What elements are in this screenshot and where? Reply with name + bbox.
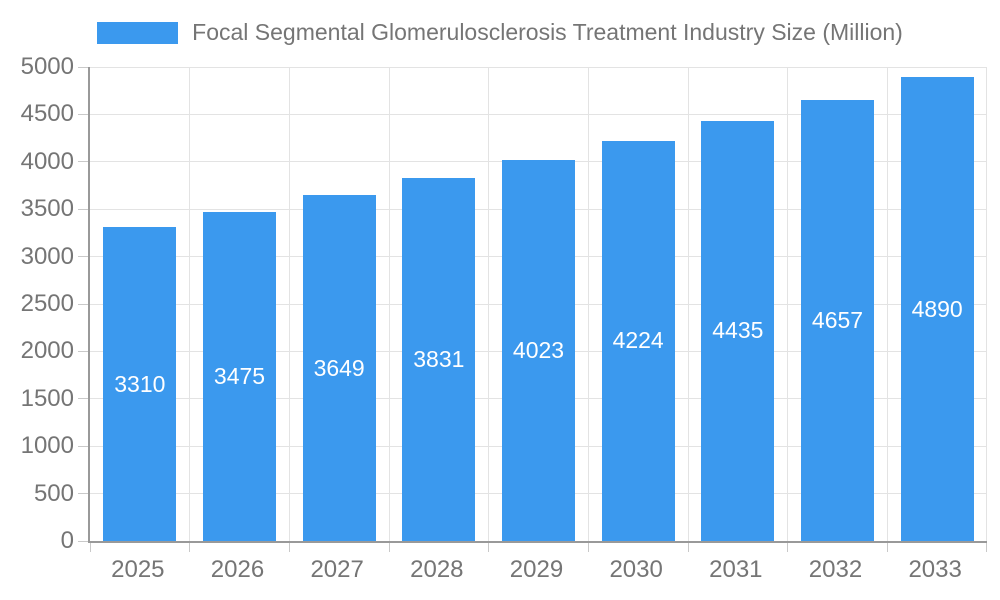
y-axis-tick bbox=[78, 113, 88, 115]
y-axis-tick-label: 4000 bbox=[20, 147, 74, 175]
y-axis-tick-label: 4500 bbox=[20, 100, 74, 128]
x-axis-tick-label: 2032 bbox=[808, 556, 863, 583]
bar-value-label: 4224 bbox=[612, 327, 664, 354]
v-gridline bbox=[288, 67, 290, 541]
v-gridline bbox=[587, 67, 589, 541]
bar-value-label: 4435 bbox=[712, 317, 764, 344]
chart-legend[interactable]: Focal Segmental Glomerulosclerosis Treat… bbox=[0, 19, 1000, 45]
x-axis-tick bbox=[787, 543, 789, 552]
x-axis-tick-label: 2026 bbox=[210, 556, 265, 583]
y-axis-tick-label: 3500 bbox=[20, 195, 74, 223]
y-axis-tick bbox=[78, 256, 88, 258]
bar-value-label: 4890 bbox=[911, 295, 963, 322]
legend-label: Focal Segmental Glomerulosclerosis Treat… bbox=[192, 19, 903, 45]
x-axis-tick bbox=[189, 543, 191, 552]
y-axis-tick-label: 5000 bbox=[20, 53, 74, 80]
bar-2028[interactable]: 3831 bbox=[402, 177, 476, 541]
v-gridline bbox=[886, 67, 888, 541]
plot-area: 3310 3475 3649 3831 4023 4224 4435 4657 4890 bbox=[78, 66, 987, 552]
v-gridline bbox=[985, 67, 987, 541]
y-axis-tick bbox=[78, 303, 88, 305]
y-axis-tick-label: 0 bbox=[60, 527, 74, 554]
x-axis-tick bbox=[687, 543, 689, 552]
v-gridline bbox=[687, 67, 689, 541]
v-gridline bbox=[787, 67, 789, 541]
bar-value-label: 3831 bbox=[413, 345, 465, 372]
y-axis-tick-label: 2000 bbox=[20, 337, 74, 365]
x-axis-tick bbox=[886, 543, 888, 552]
bar-value-label: 3649 bbox=[313, 354, 365, 381]
y-axis-tick-label: 1500 bbox=[20, 384, 74, 412]
v-gridline bbox=[488, 67, 490, 541]
x-axis-tick bbox=[388, 543, 390, 552]
y-axis-tick bbox=[78, 350, 88, 352]
bar-2031[interactable]: 4435 bbox=[701, 120, 775, 541]
y-axis-tick bbox=[78, 161, 88, 163]
x-axis-tick bbox=[288, 543, 290, 552]
y-axis-tick bbox=[78, 208, 88, 210]
y-axis-tick-label: 1000 bbox=[20, 432, 74, 460]
bar-value-label: 4657 bbox=[811, 306, 864, 333]
bar-value-label: 4023 bbox=[512, 336, 565, 363]
y-axis-tick bbox=[78, 66, 88, 68]
y-axis-tick-label: 2500 bbox=[20, 290, 74, 317]
x-axis-tick bbox=[488, 543, 490, 552]
x-axis-tick-label: 2025 bbox=[111, 556, 165, 583]
bar-2025[interactable]: 3310 bbox=[103, 227, 177, 541]
x-axis-tick bbox=[985, 543, 987, 552]
y-axis-tick-label: 3000 bbox=[20, 242, 74, 270]
y-axis-tick-label: 500 bbox=[33, 479, 74, 507]
x-axis-tick-label: 2033 bbox=[908, 556, 962, 583]
x-axis-tick-label: 2028 bbox=[410, 556, 464, 583]
bar-2030[interactable]: 4224 bbox=[601, 140, 675, 541]
y-axis-tick bbox=[78, 540, 88, 542]
x-axis-tick-label: 2031 bbox=[709, 556, 763, 583]
v-gridline bbox=[189, 67, 191, 541]
legend-swatch bbox=[97, 21, 179, 44]
x-axis-tick bbox=[587, 543, 589, 552]
y-axis-tick bbox=[78, 493, 88, 495]
x-axis-tick-label: 2029 bbox=[509, 556, 564, 583]
bar-2033[interactable]: 4890 bbox=[900, 77, 974, 541]
x-axis-tick-label: 2027 bbox=[310, 556, 364, 583]
bar-value-label: 3310 bbox=[114, 370, 166, 397]
bar-2032[interactable]: 4657 bbox=[801, 99, 874, 541]
h-gridline bbox=[90, 66, 987, 68]
bar-2029[interactable]: 4023 bbox=[502, 159, 575, 541]
y-axis-tick bbox=[78, 445, 88, 447]
h-gridline bbox=[90, 113, 987, 115]
y-axis-tick bbox=[78, 398, 88, 400]
x-axis-tick-label: 2030 bbox=[609, 556, 663, 583]
x-axis-tick bbox=[89, 543, 91, 552]
bar-2027[interactable]: 3649 bbox=[302, 195, 376, 541]
bar-2026[interactable]: 3475 bbox=[203, 211, 276, 541]
v-gridline bbox=[388, 67, 390, 541]
bar-value-label: 3475 bbox=[213, 362, 266, 389]
